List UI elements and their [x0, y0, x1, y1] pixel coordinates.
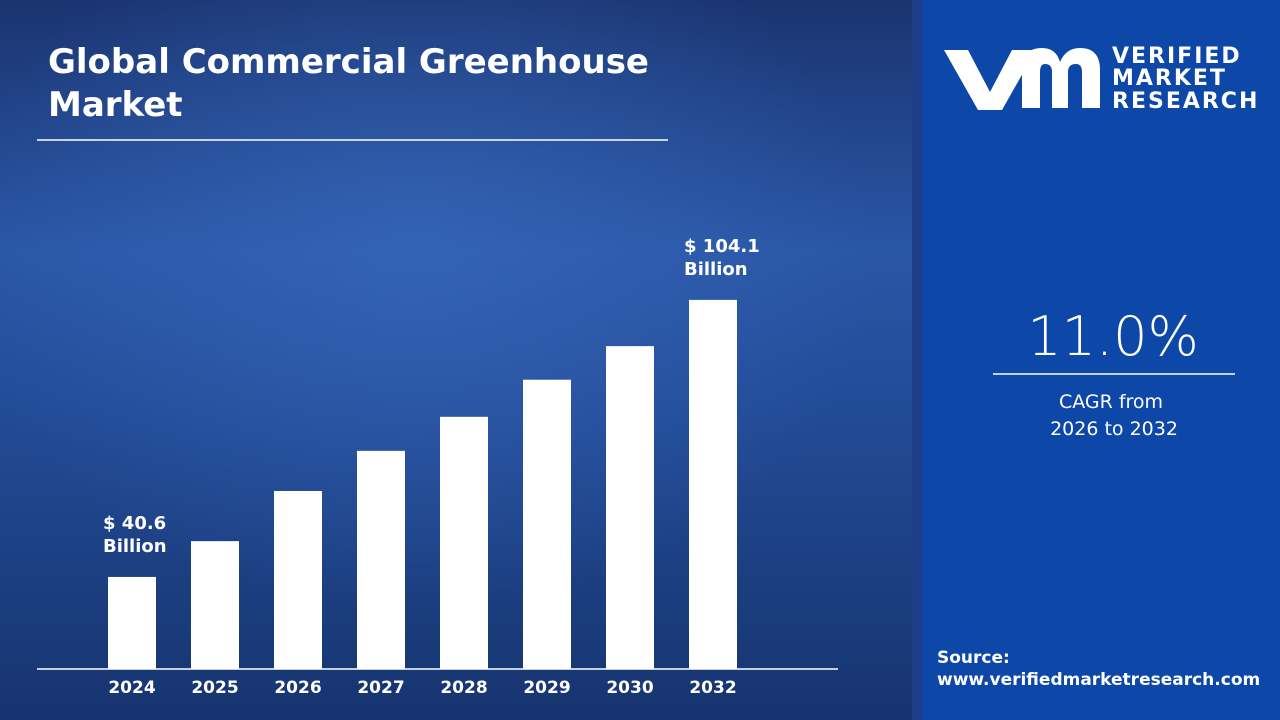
- side-panel: [922, 0, 1280, 720]
- value-label: $ 40.6 Billion: [103, 512, 167, 557]
- title-line: Market: [48, 85, 183, 125]
- x-tick-label: 2032: [689, 678, 736, 698]
- bar: [440, 416, 488, 669]
- cagr-caption: CAGR from: [1059, 391, 1163, 413]
- x-tick-label: 2030: [606, 678, 653, 698]
- logo: VERIFIED MARKET RESEARCH: [944, 44, 1259, 114]
- logo-mark: [944, 50, 1036, 110]
- bar: [523, 379, 571, 669]
- x-tick-label: 2024: [108, 678, 155, 698]
- bar: [191, 541, 239, 669]
- brand-line: RESEARCH: [1112, 89, 1259, 114]
- divider: [912, 0, 922, 720]
- source-url: www.verifiedmarketresearch.com: [937, 670, 1260, 690]
- bar: [274, 490, 322, 669]
- value-label: $ 104.1 Billion: [684, 235, 760, 280]
- logo-mark: [1022, 48, 1100, 108]
- cagr-value: 11.0%: [1027, 305, 1199, 368]
- bar: [108, 576, 156, 669]
- title-line: Global Commercial Greenhouse: [48, 42, 649, 82]
- x-tick-label: 2028: [440, 678, 487, 698]
- bar: [606, 346, 654, 669]
- x-tick-label: 2026: [274, 678, 321, 698]
- x-tick-label: 2029: [523, 678, 570, 698]
- bar: [357, 450, 405, 669]
- brand-line: VERIFIED: [1112, 44, 1242, 69]
- source-label: Source:: [937, 648, 1010, 668]
- brand-line: MARKET: [1112, 66, 1227, 91]
- x-tick-label: 2027: [357, 678, 404, 698]
- x-tick-label: 2025: [191, 678, 238, 698]
- cagr-caption: 2026 to 2032: [1050, 418, 1178, 440]
- bar: [689, 299, 737, 669]
